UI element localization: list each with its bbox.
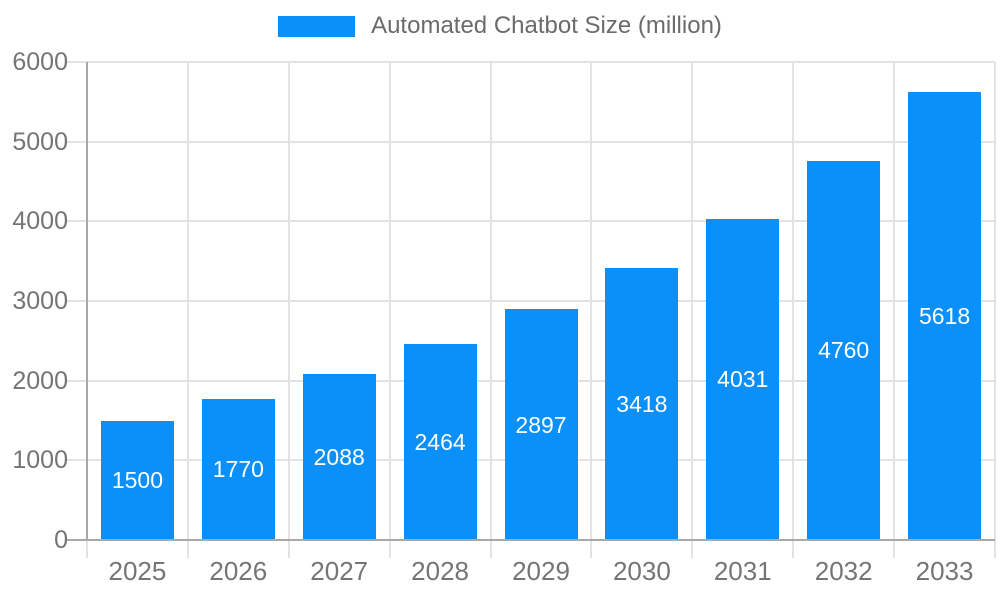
- legend-swatch: [278, 15, 356, 37]
- bar-value-label: 2088: [313, 443, 365, 470]
- x-axis-tick: [288, 540, 290, 558]
- bar-value-label: 1500: [111, 467, 164, 494]
- x-tick-label: 2029: [512, 556, 570, 586]
- y-tick-label: 6000: [12, 48, 68, 76]
- x-axis-tick: [994, 540, 996, 558]
- bar-2032: [807, 160, 881, 540]
- bar-2030: [605, 267, 679, 540]
- x-axis-tick: [187, 540, 189, 558]
- y-axis-tick: [67, 459, 87, 462]
- legend: Automated Chatbot Size (million): [0, 12, 1000, 40]
- h-gridline: [87, 220, 995, 223]
- x-tick-label: 2033: [915, 556, 974, 586]
- bar-value-label: 3418: [616, 390, 668, 417]
- bar-value-label: 5618: [918, 303, 971, 330]
- y-tick-label: 2000: [12, 366, 68, 395]
- legend-label: Automated Chatbot Size (million): [371, 12, 722, 39]
- v-gridline: [187, 62, 189, 540]
- x-tick-label: 2032: [814, 556, 873, 586]
- v-gridline: [994, 62, 996, 540]
- v-gridline: [691, 62, 693, 540]
- v-gridline: [288, 62, 290, 540]
- v-gridline: [893, 62, 895, 540]
- bar-2028: [403, 343, 477, 540]
- x-axis-tick: [893, 540, 895, 558]
- bar-2025: [100, 420, 174, 540]
- h-gridline: [87, 61, 995, 63]
- v-gridline: [792, 62, 794, 540]
- x-axis-tick: [792, 540, 794, 558]
- y-axis-tick: [67, 300, 87, 302]
- bar-2029: [504, 309, 578, 540]
- x-axis-tick: [389, 540, 391, 558]
- bar-2026: [201, 398, 275, 540]
- plot-area: 1500 1770 2088 2464 2897 3418 4031 4760 5618: [67, 61, 996, 558]
- bar-value-label: 2464: [414, 428, 466, 455]
- y-tick-label: 5000: [12, 127, 68, 156]
- x-axis-tick: [590, 540, 592, 558]
- x-axis-tick: [86, 540, 88, 558]
- y-tick-label: 3000: [12, 287, 68, 315]
- v-gridline: [389, 62, 391, 540]
- y-tick-label: 0: [54, 526, 68, 554]
- y-axis-tick: [67, 61, 87, 63]
- x-tick-label: 2025: [108, 556, 167, 586]
- bar-value-label: 1770: [212, 456, 264, 483]
- y-axis-tick: [67, 220, 87, 223]
- x-tick-label: 2030: [612, 556, 671, 586]
- x-tick-label: 2026: [209, 556, 268, 586]
- y-axis-line: [86, 62, 88, 540]
- h-gridline: [87, 140, 995, 143]
- x-axis-line: [67, 539, 995, 541]
- v-gridline: [590, 62, 592, 540]
- bar-2027: [302, 373, 376, 540]
- legend-item[interactable]: Automated Chatbot Size (million): [278, 12, 722, 40]
- bar-value-label: 4031: [717, 366, 769, 393]
- x-tick-label: 2027: [310, 556, 369, 586]
- bar-value-label: 2897: [515, 411, 567, 438]
- h-gridline: [87, 300, 995, 302]
- v-gridline: [490, 62, 492, 540]
- x-tick-label: 2028: [411, 556, 470, 586]
- y-axis-tick: [67, 140, 87, 143]
- y-axis-tick: [67, 379, 87, 382]
- y-tick-label: 4000: [12, 207, 68, 236]
- x-tick-label: 2031: [713, 556, 772, 586]
- bar-value-label: 4760: [818, 337, 870, 364]
- bar-2033: [908, 92, 982, 540]
- y-tick-label: 1000: [12, 446, 68, 475]
- x-axis-tick: [691, 540, 693, 558]
- x-axis-tick: [490, 540, 492, 558]
- bar-2031: [706, 218, 780, 540]
